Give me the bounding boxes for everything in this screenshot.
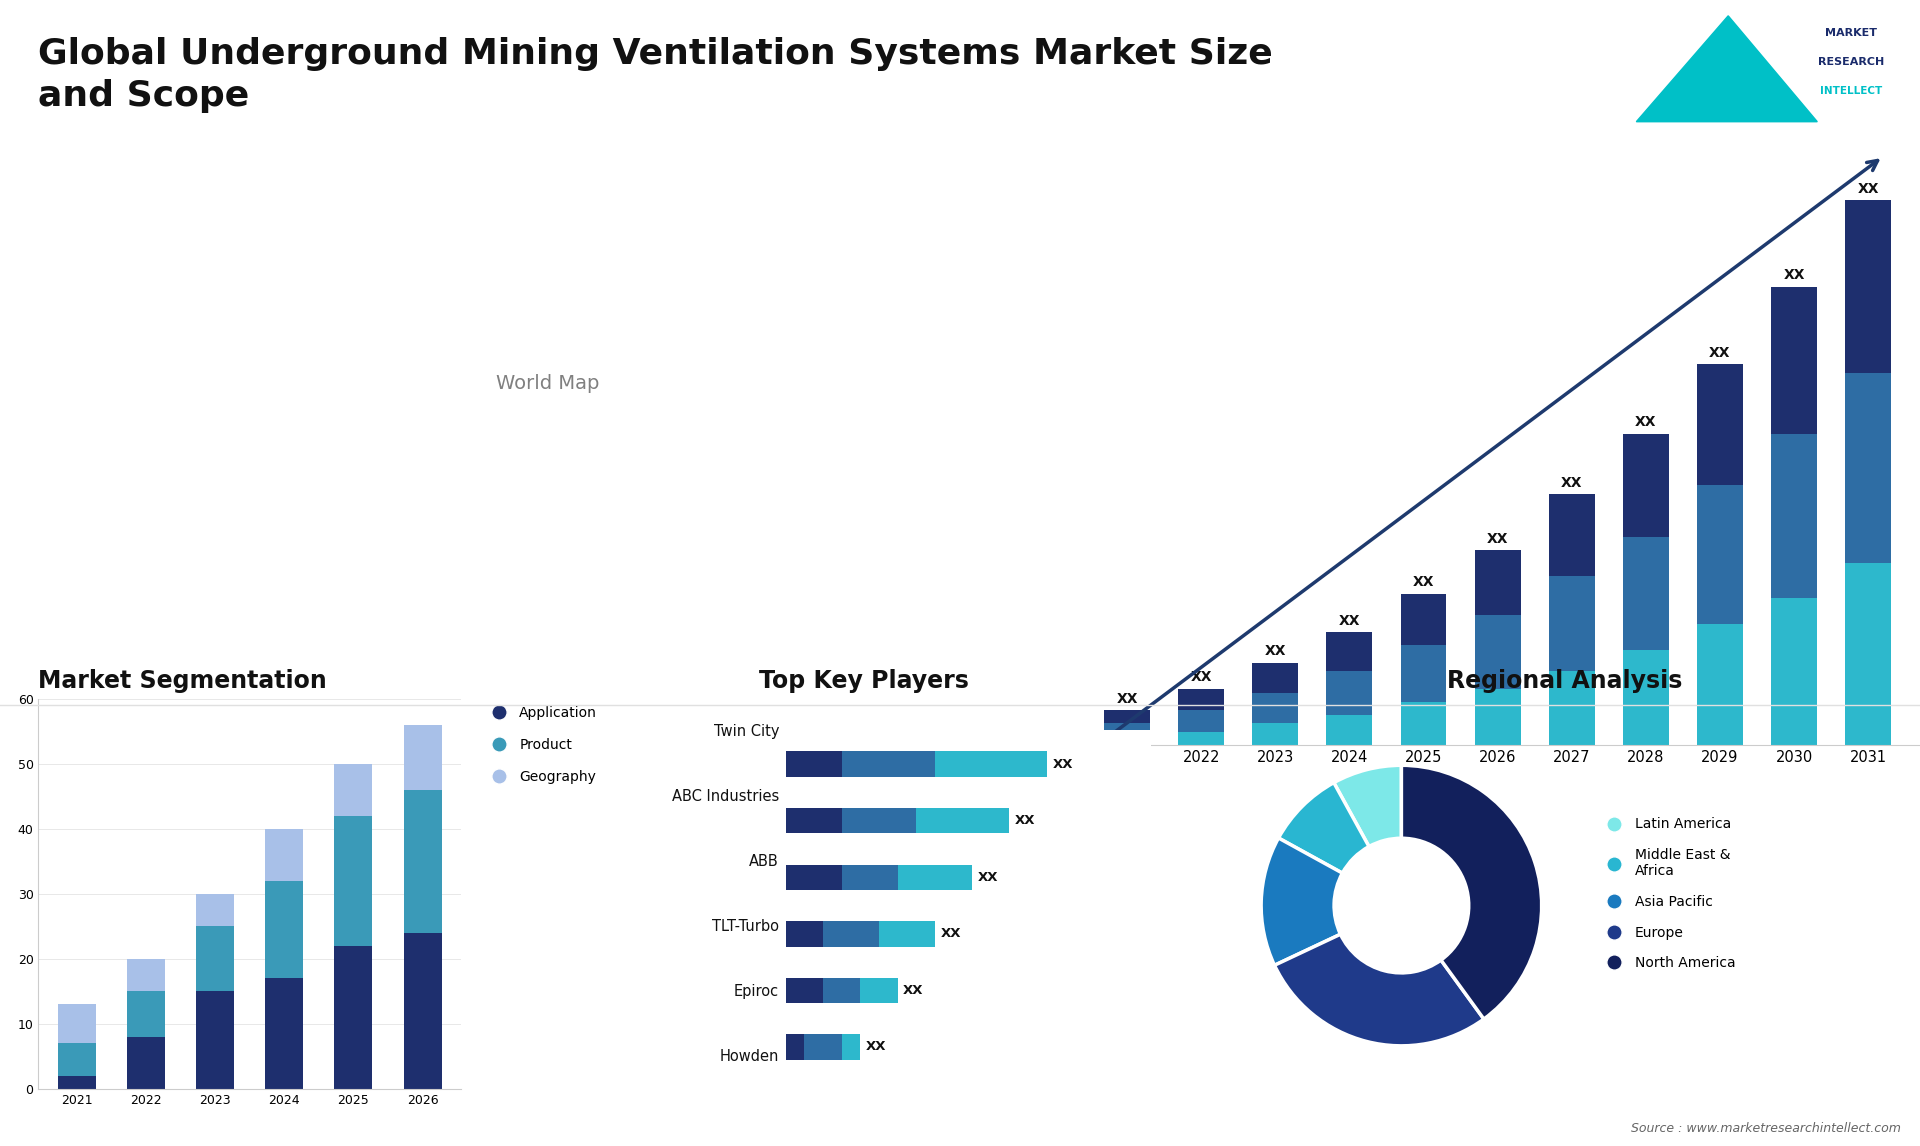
Text: Howden: Howden [720,1049,780,1063]
Bar [127,1037,165,1089]
Bar [196,991,234,1089]
Bar [1475,550,1521,615]
Legend: Application, Product, Geography: Application, Product, Geography [484,706,597,784]
Bar [1549,576,1596,672]
Bar [1104,711,1150,723]
Bar [127,991,165,1037]
Text: RESEARCH: RESEARCH [1818,57,1884,68]
Bar [1179,689,1225,711]
Bar [196,926,234,991]
Text: XX: XX [1265,644,1286,659]
Bar [58,1004,96,1043]
Bar [1104,736,1150,745]
Bar [58,1043,96,1076]
Bar [1104,723,1150,736]
Text: ABB: ABB [749,854,780,869]
Bar [1327,715,1373,745]
Bar [403,725,442,790]
Text: Global Underground Mining Ventilation Systems Market Size
and Scope: Global Underground Mining Ventilation Sy… [38,37,1273,112]
Bar [1179,732,1225,745]
Bar [334,945,372,1089]
Bar [1327,672,1373,715]
Bar [1179,711,1225,732]
Bar [1252,662,1298,693]
Text: XX: XX [1413,575,1434,589]
Text: XX: XX [1561,476,1582,489]
Bar [1549,672,1596,745]
Text: XX: XX [1709,346,1730,360]
Bar [1400,594,1446,645]
Bar [265,881,303,979]
Text: XX: XX [1116,692,1139,706]
Text: World Map: World Map [495,375,599,393]
Bar [1400,645,1446,701]
Text: ABC Industries: ABC Industries [672,788,780,804]
Text: XX: XX [1190,670,1212,684]
Polygon shape [1636,16,1816,121]
Bar [1770,598,1816,745]
Text: Epiroc: Epiroc [733,983,780,999]
Text: XX: XX [1784,268,1805,282]
Text: INTELLECT: INTELLECT [1820,86,1882,96]
Text: XX: XX [1486,532,1509,545]
Title: Top Key Players: Top Key Players [758,669,970,693]
Text: XX: XX [1338,614,1359,628]
Title: Regional Analysis: Regional Analysis [1448,669,1682,693]
Bar [265,829,303,881]
Text: MARKET: MARKET [1824,29,1876,39]
Bar [127,959,165,991]
Bar [1400,701,1446,745]
Text: Twin City: Twin City [714,724,780,739]
Bar [334,764,372,816]
Bar [1327,633,1373,672]
Bar [1770,286,1816,433]
Bar [1697,486,1743,623]
Bar [1697,364,1743,486]
Bar [1475,689,1521,745]
Bar [1252,723,1298,745]
Bar [1697,623,1743,745]
Legend: Latin America, Middle East &
Africa, Asia Pacific, Europe, North America: Latin America, Middle East & Africa, Asi… [1599,817,1736,971]
Text: XX: XX [1636,415,1657,430]
Bar [403,790,442,933]
Bar [334,816,372,945]
Bar [1549,494,1596,576]
Bar [265,979,303,1089]
Bar [1845,564,1891,745]
Bar [1252,693,1298,723]
Bar [1622,537,1668,650]
Bar [1845,374,1891,564]
Bar [1770,433,1816,598]
Text: XX: XX [1857,182,1880,196]
Bar [196,894,234,926]
Bar [1622,433,1668,537]
Bar [1475,615,1521,689]
Text: TLT-Turbo: TLT-Turbo [712,919,780,934]
Bar [1845,201,1891,374]
Bar [1622,650,1668,745]
Bar [58,1076,96,1089]
Text: Source : www.marketresearchintellect.com: Source : www.marketresearchintellect.com [1630,1122,1901,1135]
Bar [403,933,442,1089]
Text: Market Segmentation: Market Segmentation [38,669,326,693]
